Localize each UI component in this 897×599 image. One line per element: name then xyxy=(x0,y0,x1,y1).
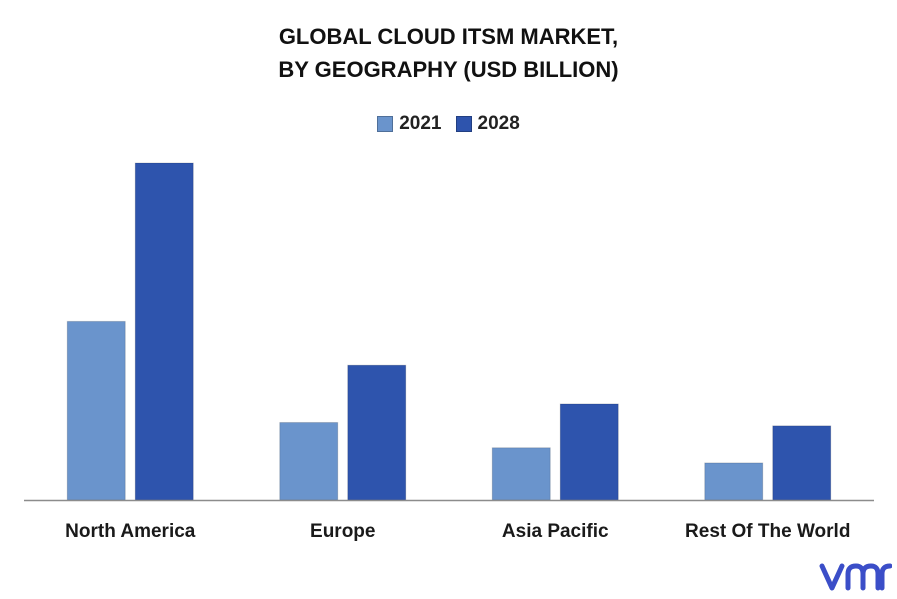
bar-2021-rest-of-the-world xyxy=(704,462,764,501)
bar-2028-rest-of-the-world xyxy=(772,425,832,501)
bar-2021-europe xyxy=(279,421,339,501)
legend-label-2021: 2021 xyxy=(399,113,442,134)
x-tick-label: Rest Of The World xyxy=(685,521,850,542)
vmr-logo-icon xyxy=(819,563,892,591)
x-tick-label: Asia Pacific xyxy=(502,521,609,542)
chart-title-line-2: BY GEOGRAPHY (USD BILLION) xyxy=(278,57,619,82)
bar-2028-europe xyxy=(347,364,407,501)
x-tick-label: North America xyxy=(65,521,196,542)
chart-legend: 2021 2028 xyxy=(0,113,897,135)
chart-title-line-1: GLOBAL CLOUD ITSM MARKET, xyxy=(278,24,619,49)
bar-2021-north-america xyxy=(66,320,126,501)
legend-swatch-2021 xyxy=(377,116,394,132)
bar-2028-asia-pacific xyxy=(559,403,619,501)
bar-2028-north-america xyxy=(134,162,194,501)
bar-2021-asia-pacific xyxy=(491,447,551,501)
chart-title: GLOBAL CLOUD ITSM MARKET, BY GEOGRAPHY (… xyxy=(0,20,897,86)
legend-swatch-2028 xyxy=(455,116,472,132)
legend-label-2028: 2028 xyxy=(477,113,520,134)
legend-item-2028: 2028 xyxy=(455,113,520,135)
x-tick-label: Europe xyxy=(310,521,375,542)
legend-item-2021: 2021 xyxy=(377,113,442,135)
